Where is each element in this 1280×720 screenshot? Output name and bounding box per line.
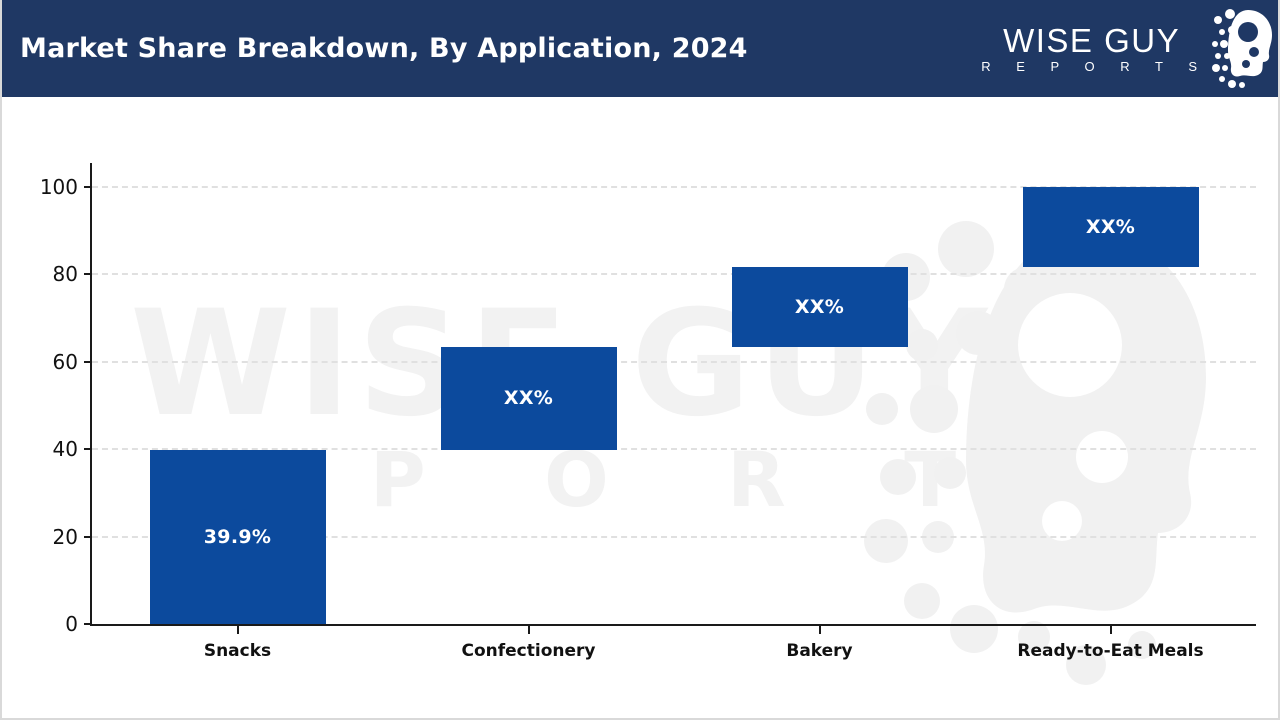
x-tick-mark	[236, 626, 239, 634]
y-axis-line	[90, 163, 92, 626]
y-tick-label: 100	[39, 175, 78, 199]
bar-value-label: XX%	[1085, 216, 1136, 239]
plot-region: 0 20 40 60 80 100 39.9% Snacks XX% Confectionery X…	[2, 97, 1278, 718]
logo-head-icon	[1212, 8, 1272, 88]
bar-value-label: 39.9%	[203, 525, 272, 548]
bar-ready-to-eat-meals: XX%	[1022, 187, 1199, 268]
y-tick-mark	[84, 448, 92, 451]
bar-value-label: XX%	[794, 295, 845, 318]
y-tick-mark	[84, 273, 92, 276]
gridline-100	[92, 186, 1256, 188]
chart-area: WISE GUY P O R T S 0 20 40 60 80 100 39.9% Snac…	[2, 97, 1278, 718]
gridline-60	[92, 360, 1256, 363]
bar-confectionery: XX%	[440, 346, 617, 450]
x-category-label: Confectionery	[461, 641, 596, 661]
y-tick-mark	[84, 535, 92, 538]
bar-bakery: XX%	[731, 267, 908, 347]
bar-snacks: 39.9%	[149, 449, 326, 624]
x-category-label: Ready-to-Eat Meals	[1017, 641, 1204, 661]
x-tick-mark	[527, 626, 530, 634]
y-tick-mark	[84, 360, 92, 363]
y-tick-mark	[84, 623, 92, 625]
y-tick-label: 0	[65, 612, 78, 636]
logo-subtitle: R E P O R T S	[981, 58, 1208, 74]
header: Market Share Breakdown, By Application, …	[2, 0, 1278, 97]
gridline-80	[92, 273, 1256, 276]
logo-text: WISE GUY R E P O R T S	[975, 21, 1208, 74]
wiseguy-logo: WISE GUY R E P O R T S	[975, 8, 1274, 90]
x-tick-mark	[818, 626, 821, 634]
y-tick-label: 60	[52, 349, 78, 374]
gridline-20	[92, 535, 1256, 538]
bar-value-label: XX%	[503, 387, 554, 410]
y-tick-label: 80	[52, 262, 78, 287]
watermark-head-icon	[864, 221, 1206, 685]
logo-wordmark: WISE GUY	[1003, 21, 1181, 59]
y-tick-label: 20	[52, 524, 78, 549]
x-category-label: Bakery	[786, 641, 853, 661]
y-tick-mark	[84, 186, 92, 188]
x-axis-line	[90, 624, 1256, 626]
x-category-label: Snacks	[203, 641, 272, 661]
x-tick-mark	[1109, 626, 1112, 634]
page-title: Market Share Breakdown, By Application, …	[20, 33, 748, 64]
gridline-40	[92, 448, 1256, 451]
y-tick-label: 40	[52, 437, 78, 462]
